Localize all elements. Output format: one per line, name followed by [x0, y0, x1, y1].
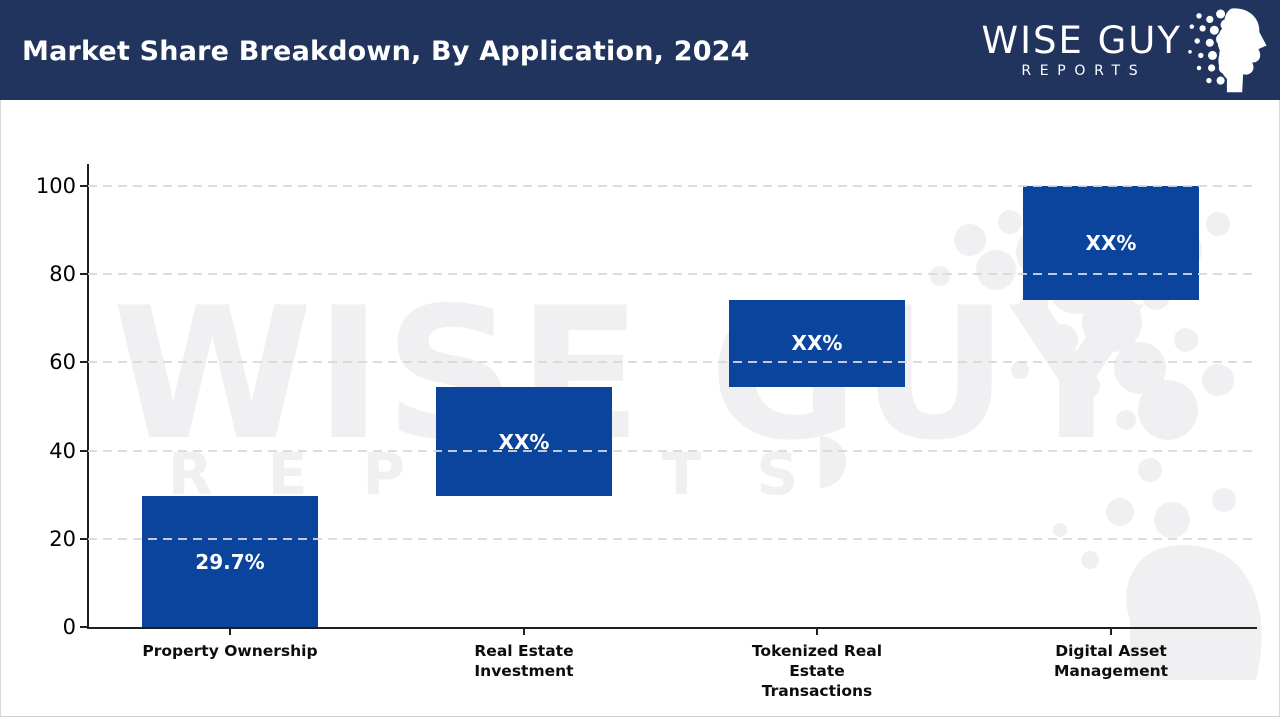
- gridline: [88, 185, 1256, 187]
- gridline: [88, 273, 1256, 276]
- gridline: [88, 449, 1256, 452]
- bar-segment: [142, 496, 318, 627]
- x-tick: [229, 629, 231, 635]
- bar-value-label: XX%: [498, 429, 550, 454]
- wiseguy-logo: WISE GUY REPORTS: [982, 4, 1268, 96]
- category-label-line: Property Ownership: [142, 642, 318, 660]
- x-tick: [816, 629, 818, 635]
- category-label: Real Estate Investment: [404, 641, 644, 681]
- y-tick-label: 0: [62, 615, 76, 639]
- x-tick: [523, 629, 525, 635]
- y-tick: [80, 626, 87, 628]
- wiseguy-face-icon: [1188, 8, 1267, 93]
- wiseguy-logo-subtext: REPORTS: [1021, 63, 1147, 79]
- category-label: Property Ownership: [110, 641, 350, 661]
- y-tick: [80, 537, 87, 540]
- gridline: [88, 537, 1256, 540]
- y-tick: [80, 185, 87, 187]
- y-axis-line: [87, 164, 89, 629]
- gridline: [88, 361, 1256, 364]
- y-tick-label: 40: [49, 438, 76, 463]
- category-label-line: Tokenized Real: [751, 642, 883, 660]
- category-label: Digital Asset Management: [991, 641, 1231, 681]
- category-label-line: Digital Asset: [1055, 642, 1167, 660]
- category-label-line: Estate: [789, 662, 845, 680]
- bar-value-label: XX%: [791, 331, 843, 356]
- bar-value-label: XX%: [1085, 230, 1137, 255]
- y-tick-label: 20: [49, 526, 76, 551]
- wiseguy-logo-wordmark: WISE GUY: [981, 19, 1182, 62]
- wiseguy-logo-text: WISE GUY REPORTS: [981, 19, 1182, 80]
- x-tick: [1110, 629, 1112, 635]
- y-tick: [80, 449, 87, 452]
- y-tick-label: 100: [35, 174, 76, 198]
- bar-segment: [729, 299, 905, 388]
- category-label: Tokenized Real Estate Transactions: [697, 641, 937, 701]
- y-tick-label: 80: [49, 262, 76, 287]
- x-axis-line: [87, 627, 1257, 629]
- y-tick: [80, 361, 87, 364]
- category-label-line: Transactions: [761, 682, 873, 700]
- bar-value-label: 29.7%: [195, 549, 265, 574]
- category-label-line: Real Estate: [474, 642, 574, 660]
- header-bar: Market Share Breakdown, By Application, …: [0, 0, 1280, 100]
- y-tick-label: 60: [49, 350, 76, 375]
- page-title: Market Share Breakdown, By Application, …: [22, 36, 750, 67]
- category-label-line: Management: [1053, 662, 1169, 680]
- bar-segment: [436, 387, 612, 497]
- y-tick: [80, 273, 87, 276]
- category-label-line: Investment: [474, 662, 574, 680]
